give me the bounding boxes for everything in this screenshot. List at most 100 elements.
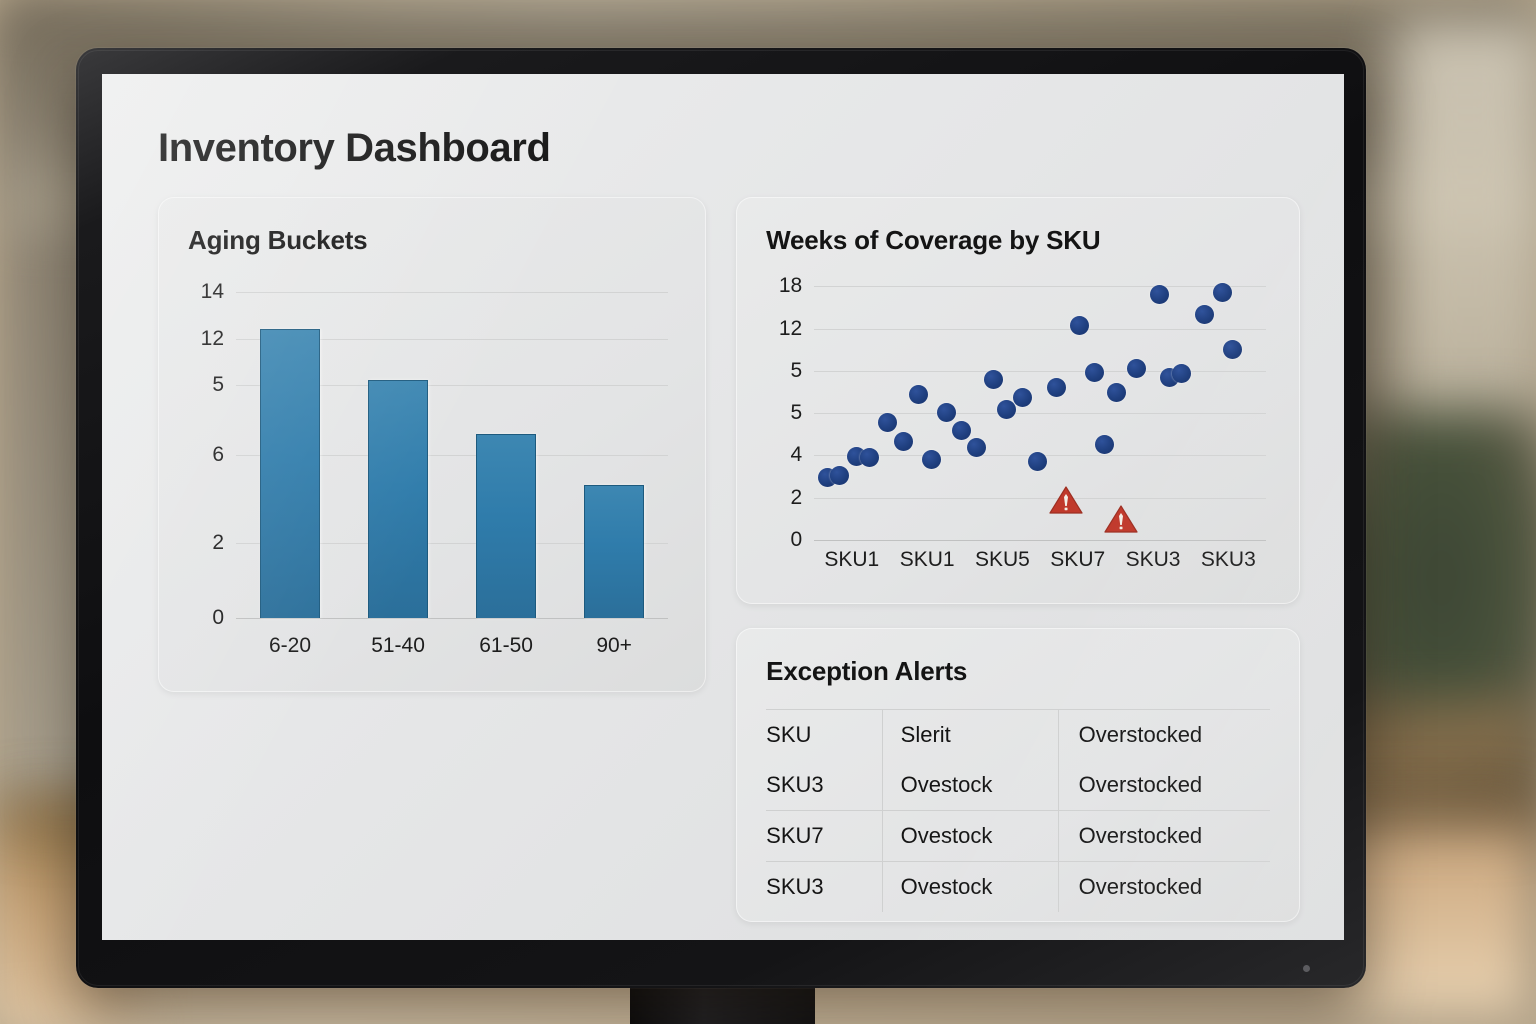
- alerts-cell-sku: SKU3: [766, 760, 883, 811]
- bar-6-20: [260, 329, 320, 618]
- left-column: Aging Buckets 14 12 5 6 2 0 6-20 51-40 61-50 90+: [158, 197, 707, 692]
- scatter-gridline: [814, 328, 1266, 330]
- monitor-bezel: Inventory Dashboard Aging Buckets 14 12 5 6…: [76, 48, 1366, 988]
- scatter-point: [983, 369, 1003, 389]
- table-row: SKU3 Ovestock Overstocked: [766, 760, 1270, 811]
- alerts-col-header-sku: SKU: [766, 709, 883, 760]
- bar-y-tick-label: 5: [212, 373, 224, 397]
- alerts-cell-state: Overstocked: [1058, 810, 1270, 862]
- alerts-col-header-type: Slerit: [882, 709, 1059, 760]
- scatter-x-tick-label: SKU7: [1050, 548, 1106, 571]
- bar-51-40: [368, 380, 428, 618]
- dashboard-grid: Aging Buckets 14 12 5 6 2 0 6-20 51-40 61-50 90+…: [158, 197, 1300, 922]
- scatter-point: [860, 448, 880, 468]
- scatter-gridline: [814, 370, 1266, 372]
- exception-alerts-title: Exception Alerts: [766, 656, 968, 686]
- scatter-point: [951, 421, 971, 441]
- scatter-point: [1172, 363, 1192, 383]
- scatter-point: [937, 403, 957, 423]
- scatter-point: [1223, 340, 1243, 360]
- scatter-x-tick-label: SKU5: [974, 548, 1030, 571]
- alerts-cell-sku: SKU3: [766, 861, 883, 912]
- scatter-x-tick-label: SKU1: [899, 548, 955, 571]
- scatter-point: [908, 384, 928, 404]
- bar-90+: [584, 485, 644, 618]
- alerts-col-header-state: Overstocked: [1058, 709, 1270, 760]
- scatter-y-tick-label: 12: [778, 316, 803, 340]
- table-row: SKU3 Ovestock Overstocked: [766, 861, 1270, 912]
- table-row: SKU7 Ovestock Overstocked: [766, 810, 1270, 862]
- scatter-point: [1149, 285, 1169, 305]
- scatter-y-tick-label: 0: [790, 528, 803, 551]
- bar-gridline: [236, 338, 669, 340]
- scatter-gridline: [814, 497, 1266, 499]
- scatter-gridline: [814, 286, 1266, 288]
- scatter-y-tick-label: 18: [778, 274, 803, 298]
- scatter-gridline: [814, 540, 1266, 541]
- alerts-cell-state: Overstocked: [1078, 874, 1203, 899]
- monitor-screen: Inventory Dashboard Aging Buckets 14 12 5 6…: [102, 74, 1344, 940]
- bar-y-tick-label: 12: [200, 326, 224, 350]
- bar-61-50: [476, 434, 536, 618]
- scatter-point: [967, 437, 987, 457]
- exception-alerts-table: SKU Slerit Overstocked SKU3 Ovestock Overs…: [766, 709, 1270, 912]
- alerts-cell-sku: SKU7: [766, 810, 883, 862]
- scatter-point: [1069, 315, 1089, 335]
- bar-y-tick-label: 2: [212, 531, 224, 555]
- bar-y-tick-label: 14: [200, 279, 224, 303]
- bar-y-tick-label: 6: [212, 442, 224, 466]
- scatter-point: [1212, 282, 1232, 302]
- scatter-x-tick-label: SKU1: [824, 548, 880, 571]
- scatter-x-tick-label: SKU3: [1125, 548, 1181, 571]
- alerts-cell-type: Ovestock: [882, 810, 1059, 862]
- aging-buckets-title: Aging Buckets: [188, 225, 368, 255]
- bar-x-tick-label: 61-50: [479, 634, 533, 657]
- scatter-point: [1126, 359, 1146, 379]
- page-title: Inventory Dashboard: [158, 126, 551, 170]
- alerts-table-body: SKU3 Ovestock Overstocked SKU7 Ovestock Overs…: [766, 760, 1270, 912]
- card-weeks-of-coverage: Weeks of Coverage by SKU 18 12 5 5 4 2 0 SKU1 S…: [736, 197, 1300, 604]
- scatter-point: [877, 412, 897, 432]
- warning-triangle-icon: [1104, 504, 1139, 534]
- weeks-of-coverage-title: Weeks of Coverage by SKU: [766, 225, 1101, 255]
- scatter-point: [997, 400, 1017, 420]
- scatter-x-tick-label: SKU3: [1200, 548, 1256, 571]
- card-aging-buckets: Aging Buckets 14 12 5 6 2 0 6-20 51-40 61-50 90+: [158, 197, 707, 692]
- bar-x-tick-label: 90+: [596, 634, 632, 657]
- bar-gridline: [236, 618, 669, 619]
- right-column: Weeks of Coverage by SKU 18 12 5 5 4 2 0 SKU1 S…: [736, 197, 1300, 922]
- bar-x-tick-label: 51-40: [371, 634, 425, 657]
- aging-buckets-chart: 14 12 5 6 2 0: [201, 278, 669, 629]
- scatter-point: [1194, 305, 1214, 325]
- scatter-point: [830, 465, 850, 485]
- scatter-point: [1027, 451, 1047, 471]
- scatter-gridline: [814, 413, 1266, 415]
- power-led-icon: [1303, 965, 1310, 972]
- scatter-y-tick-label: 2: [790, 485, 803, 509]
- scatter-point: [893, 431, 913, 451]
- scatter-y-tick-label: 4: [790, 443, 803, 467]
- alerts-cell-state: Overstocked: [1058, 760, 1270, 811]
- scatter-point: [1047, 378, 1067, 398]
- scatter-point: [1012, 388, 1032, 408]
- weeks-of-coverage-chart: 18 12 5 5 4 2 0: [779, 274, 1266, 551]
- bar-gridline: [236, 543, 669, 545]
- aging-buckets-x-axis: 6-20 51-40 61-50 90+: [236, 618, 668, 666]
- weeks-of-coverage-x-axis: SKU1 SKU1 SKU5 SKU7 SKU3 SKU3: [814, 540, 1266, 578]
- bar-gridline: [236, 454, 669, 456]
- scatter-point: [1107, 382, 1127, 402]
- alerts-cell-type: Ovestock: [882, 861, 1059, 912]
- scatter-point: [1084, 362, 1104, 382]
- bar-gridline: [236, 291, 669, 293]
- bar-y-tick-label: 0: [212, 606, 224, 629]
- scatter-y-tick-label: 5: [790, 358, 803, 382]
- alerts-header-row: SKU Slerit Overstocked: [766, 709, 1270, 760]
- scatter-y-tick-label: 5: [790, 401, 803, 425]
- alerts-cell-type: Ovestock: [882, 760, 1059, 811]
- scatter-point: [922, 449, 942, 469]
- scatter-point: [1095, 435, 1115, 455]
- bar-gridline: [236, 385, 669, 387]
- card-exception-alerts: Exception Alerts SKU Slerit Overstocked …: [736, 628, 1300, 922]
- bar-x-tick-label: 6-20: [269, 634, 312, 657]
